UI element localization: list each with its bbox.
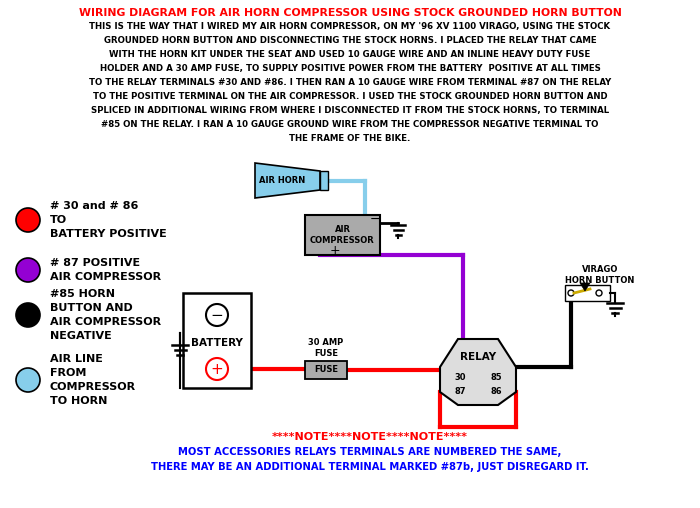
Text: BATTERY POSITIVE: BATTERY POSITIVE <box>50 229 167 239</box>
Text: MOST ACCESSORIES RELAYS TERMINALS ARE NUMBERED THE SAME,: MOST ACCESSORIES RELAYS TERMINALS ARE NU… <box>178 447 561 457</box>
Circle shape <box>16 208 40 232</box>
Text: 86: 86 <box>490 388 502 397</box>
Text: VIRAGO
HORN BUTTON: VIRAGO HORN BUTTON <box>566 265 635 285</box>
FancyBboxPatch shape <box>565 285 610 301</box>
FancyBboxPatch shape <box>183 293 251 388</box>
Text: COMPRESSOR: COMPRESSOR <box>50 382 136 392</box>
Text: AIR
COMPRESSOR: AIR COMPRESSOR <box>310 225 375 245</box>
Polygon shape <box>440 339 516 405</box>
Text: GROUNDED HORN BUTTON AND DISCONNECTING THE STOCK HORNS. I PLACED THE RELAY THAT : GROUNDED HORN BUTTON AND DISCONNECTING T… <box>104 36 596 45</box>
Text: 87: 87 <box>454 388 466 397</box>
Text: AIR COMPRESSOR: AIR COMPRESSOR <box>50 272 161 282</box>
Circle shape <box>16 258 40 282</box>
Text: 30 AMP
FUSE: 30 AMP FUSE <box>309 338 344 358</box>
Circle shape <box>596 290 602 296</box>
Text: TO HORN: TO HORN <box>50 396 107 406</box>
Bar <box>320 171 328 190</box>
Circle shape <box>568 290 574 296</box>
Text: THERE MAY BE AN ADDITIONAL TERMINAL MARKED #87b, JUST DISREGARD IT.: THERE MAY BE AN ADDITIONAL TERMINAL MARK… <box>151 462 589 472</box>
Text: 85: 85 <box>490 372 502 382</box>
Text: FROM: FROM <box>50 368 86 378</box>
Text: 30: 30 <box>454 372 466 382</box>
Text: −: − <box>211 307 223 323</box>
Circle shape <box>206 304 228 326</box>
Text: SPLICED IN ADDITIONAL WIRING FROM WHERE I DISCONNECTED IT FROM THE STOCK HORNS, : SPLICED IN ADDITIONAL WIRING FROM WHERE … <box>91 106 609 115</box>
Text: # 87 POSITIVE: # 87 POSITIVE <box>50 258 140 268</box>
Text: BATTERY: BATTERY <box>191 337 243 347</box>
Text: −: − <box>370 212 380 226</box>
Text: #85 ON THE RELAY. I RAN A 10 GAUGE GROUND WIRE FROM THE COMPRESSOR NEGATIVE TERM: #85 ON THE RELAY. I RAN A 10 GAUGE GROUN… <box>102 120 598 129</box>
FancyBboxPatch shape <box>305 361 347 379</box>
Text: RELAY: RELAY <box>460 352 496 362</box>
Text: AIR COMPRESSOR: AIR COMPRESSOR <box>50 317 161 327</box>
Text: FUSE: FUSE <box>314 365 338 374</box>
Text: BUTTON AND: BUTTON AND <box>50 303 133 313</box>
Polygon shape <box>255 163 320 198</box>
Text: WITH THE HORN KIT UNDER THE SEAT AND USED 10 GAUGE WIRE AND AN INLINE HEAVY DUTY: WITH THE HORN KIT UNDER THE SEAT AND USE… <box>109 50 591 59</box>
Circle shape <box>16 303 40 327</box>
Text: TO THE POSITIVE TERMINAL ON THE AIR COMPRESSOR. I USED THE STOCK GROUNDED HORN B: TO THE POSITIVE TERMINAL ON THE AIR COMP… <box>92 92 608 101</box>
Text: # 30 and # 86: # 30 and # 86 <box>50 201 139 211</box>
Text: THIS IS THE WAY THAT I WIRED MY AIR HORN COMPRESSOR, ON MY '96 XV 1100 VIRAGO, U: THIS IS THE WAY THAT I WIRED MY AIR HORN… <box>90 22 610 31</box>
Text: AIR HORN: AIR HORN <box>260 176 306 185</box>
Text: HOLDER AND A 30 AMP FUSE, TO SUPPLY POSITIVE POWER FROM THE BATTERY  POSITIVE AT: HOLDER AND A 30 AMP FUSE, TO SUPPLY POSI… <box>99 64 601 73</box>
Polygon shape <box>580 283 590 291</box>
Circle shape <box>16 368 40 392</box>
Text: +: + <box>329 244 340 258</box>
Text: #85 HORN: #85 HORN <box>50 289 115 299</box>
Text: TO THE RELAY TERMINALS #30 AND #86. I THEN RAN A 10 GAUGE WIRE FROM TERMINAL #87: TO THE RELAY TERMINALS #30 AND #86. I TH… <box>89 78 611 87</box>
Text: +: + <box>211 362 223 376</box>
Text: AIR LINE: AIR LINE <box>50 354 103 364</box>
Text: TO: TO <box>50 215 67 225</box>
Text: ****NOTE****NOTE****NOTE****: ****NOTE****NOTE****NOTE**** <box>272 432 468 442</box>
FancyBboxPatch shape <box>305 215 380 255</box>
Circle shape <box>206 358 228 380</box>
Text: NEGATIVE: NEGATIVE <box>50 331 112 341</box>
Text: THE FRAME OF THE BIKE.: THE FRAME OF THE BIKE. <box>289 134 411 143</box>
Text: WIRING DIAGRAM FOR AIR HORN COMPRESSOR USING STOCK GROUNDED HORN BUTTON: WIRING DIAGRAM FOR AIR HORN COMPRESSOR U… <box>78 8 622 18</box>
